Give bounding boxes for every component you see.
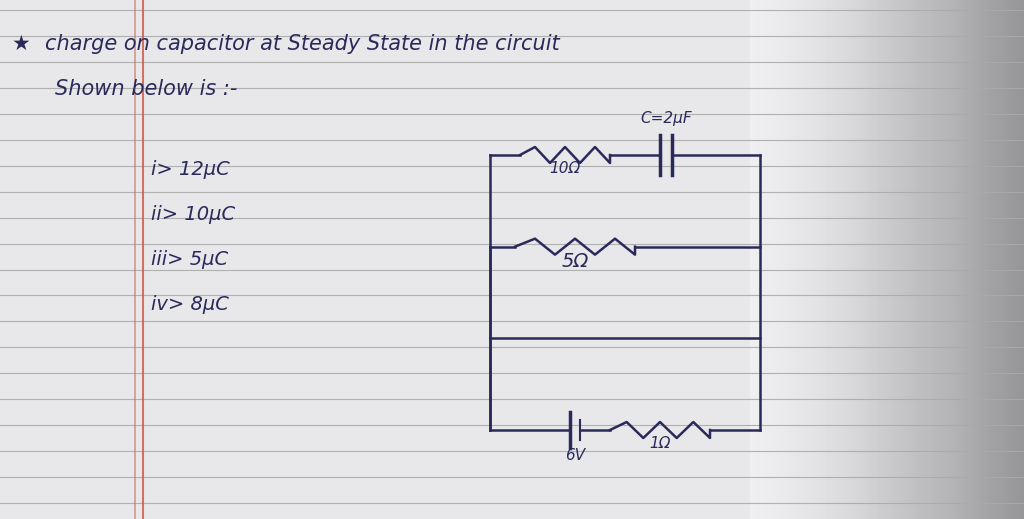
Text: i> 12μC: i> 12μC [151,160,229,179]
Text: 6V: 6V [565,448,585,463]
Text: Shown below is :-: Shown below is :- [55,79,238,99]
Text: ★: ★ [12,34,31,54]
Text: ii> 10μC: ii> 10μC [151,205,236,224]
Text: iii> 5μC: iii> 5μC [151,250,228,269]
Text: iv> 8μC: iv> 8μC [151,295,229,314]
Text: charge on capacitor at Steady State in the circuit: charge on capacitor at Steady State in t… [45,34,560,54]
Text: 1Ω: 1Ω [649,436,671,451]
Text: 5Ω: 5Ω [561,252,589,271]
Text: 10Ω: 10Ω [550,161,581,176]
Text: C=2μF: C=2μF [640,111,692,126]
